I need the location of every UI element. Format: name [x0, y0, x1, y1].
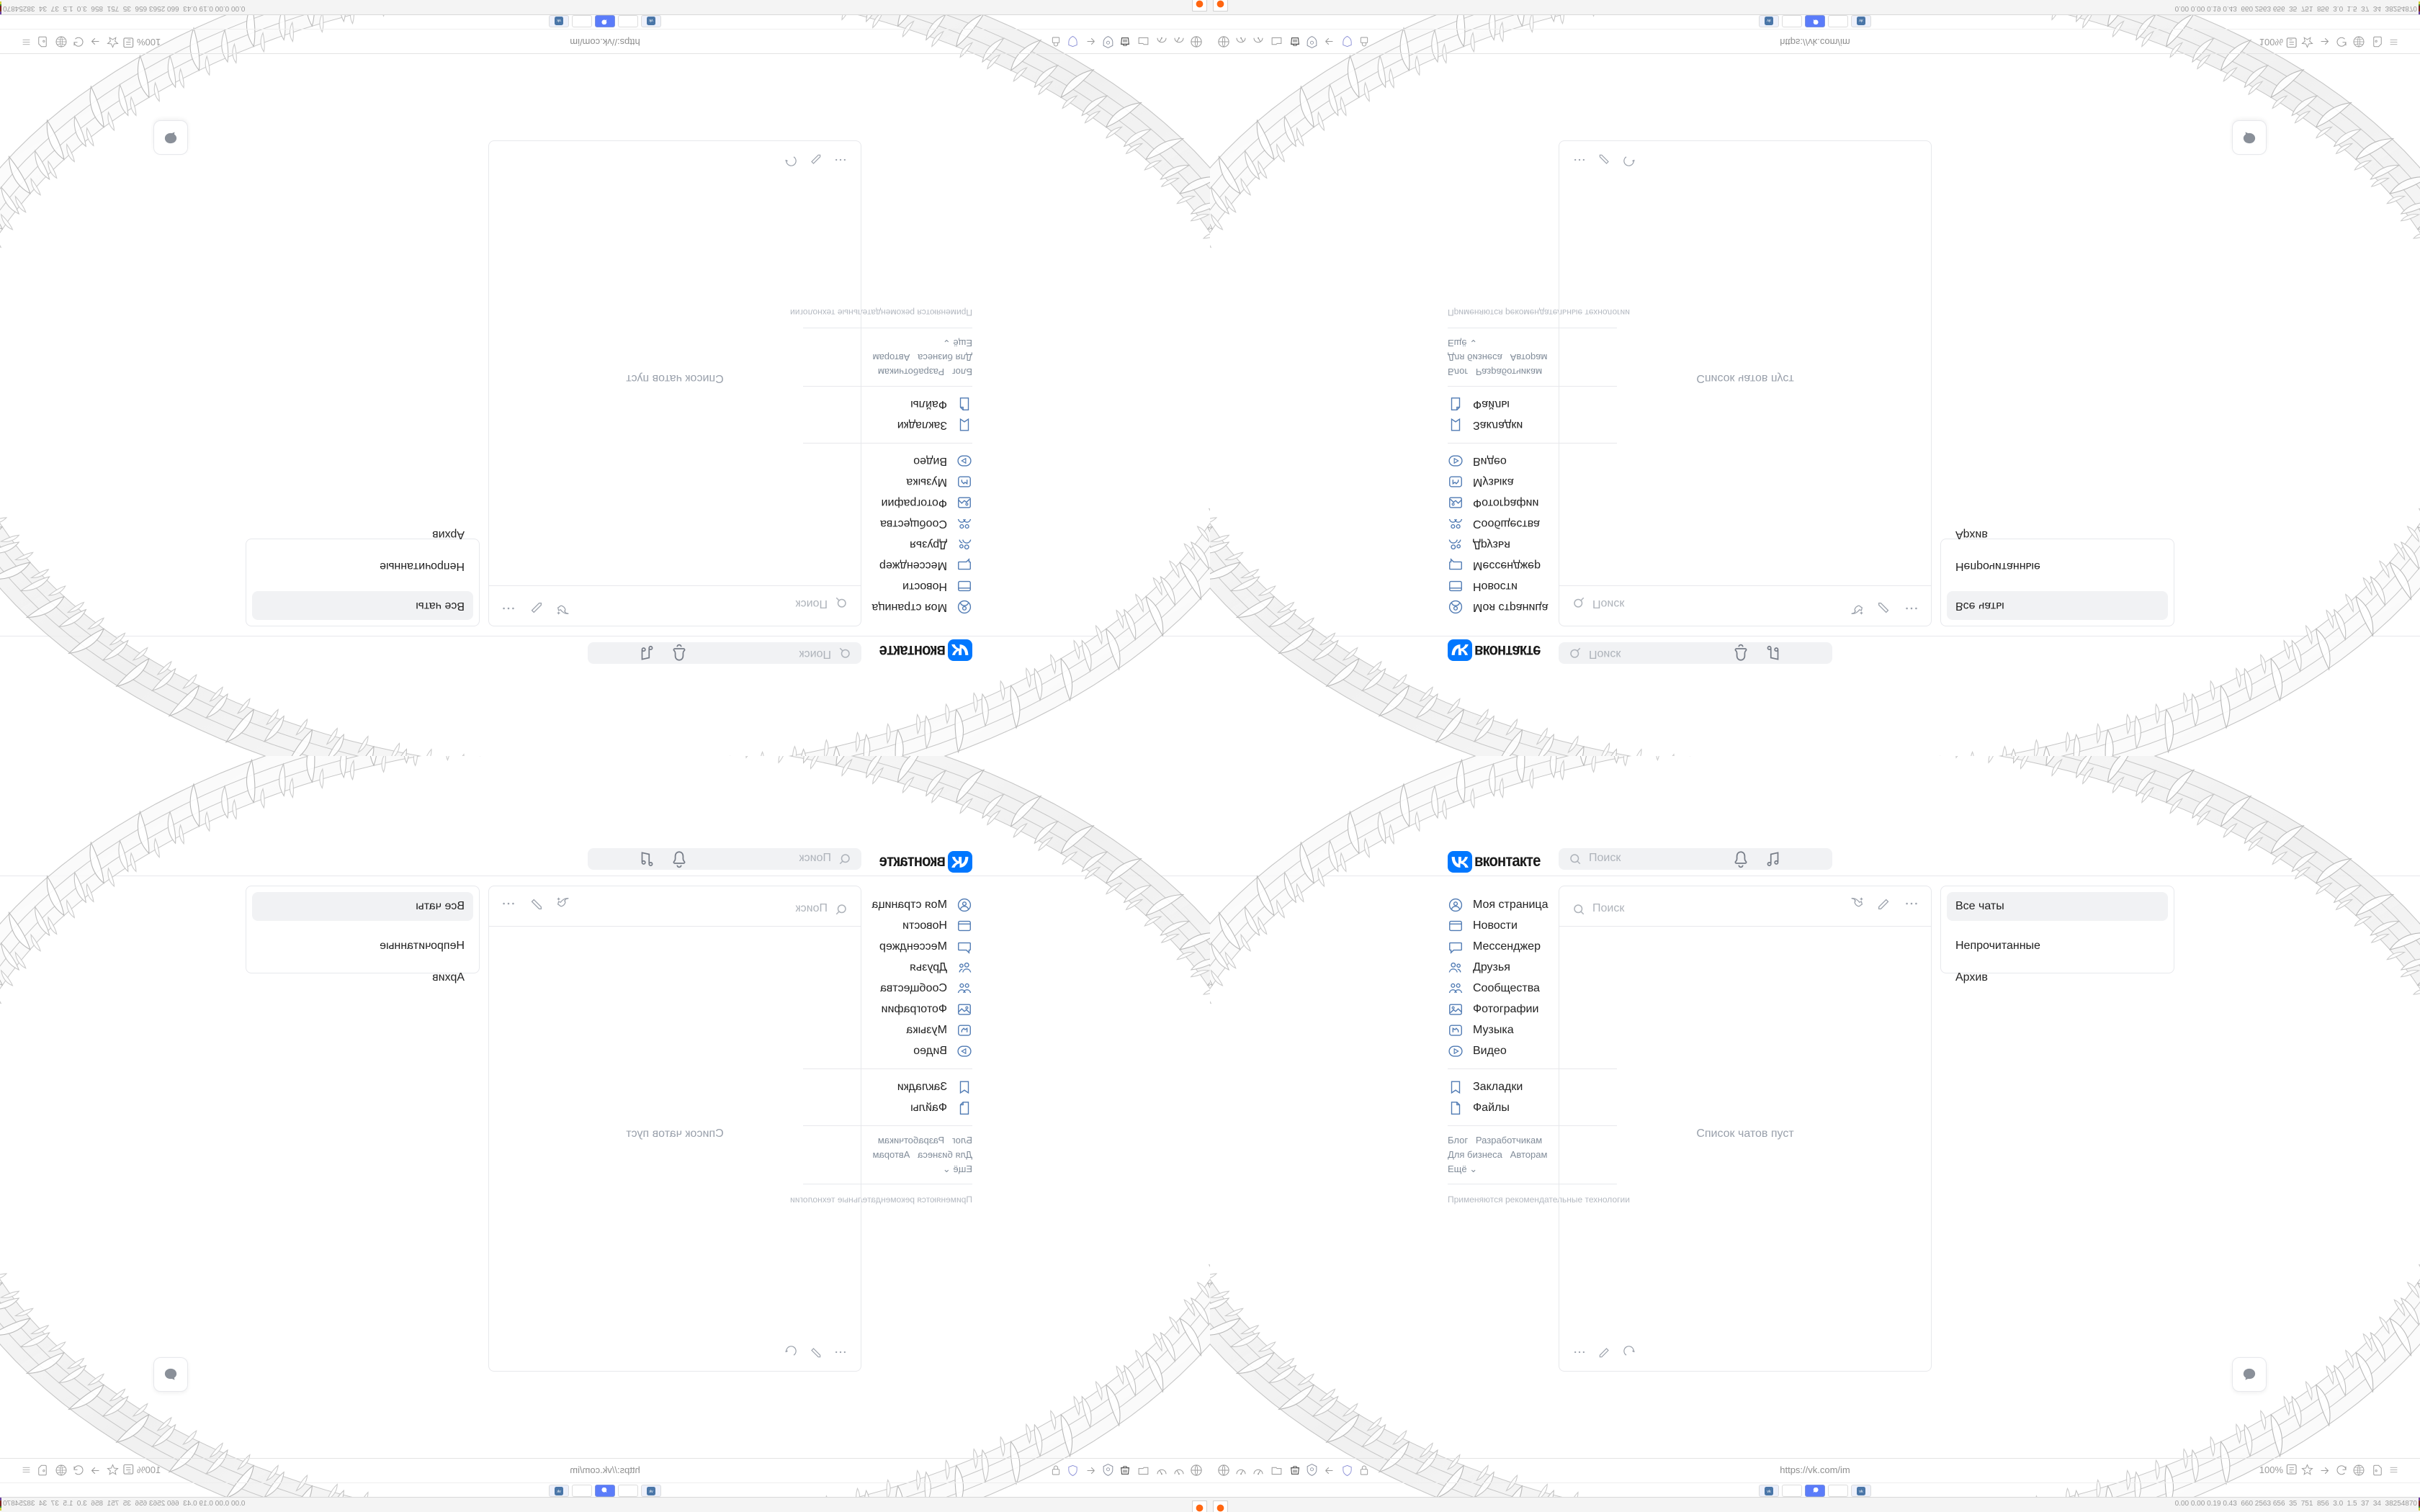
svg-text:vk: vk — [1767, 19, 1771, 23]
svg-text:vk: vk — [557, 19, 561, 23]
svg-text:vk: vk — [649, 1490, 653, 1494]
svg-text:vk: vk — [557, 1490, 561, 1494]
svg-text:vk: vk — [1859, 1490, 1863, 1494]
svg-text:vk: vk — [1859, 19, 1863, 23]
svg-text:vk: vk — [1767, 1490, 1771, 1494]
svg-text:vk: vk — [649, 19, 653, 23]
